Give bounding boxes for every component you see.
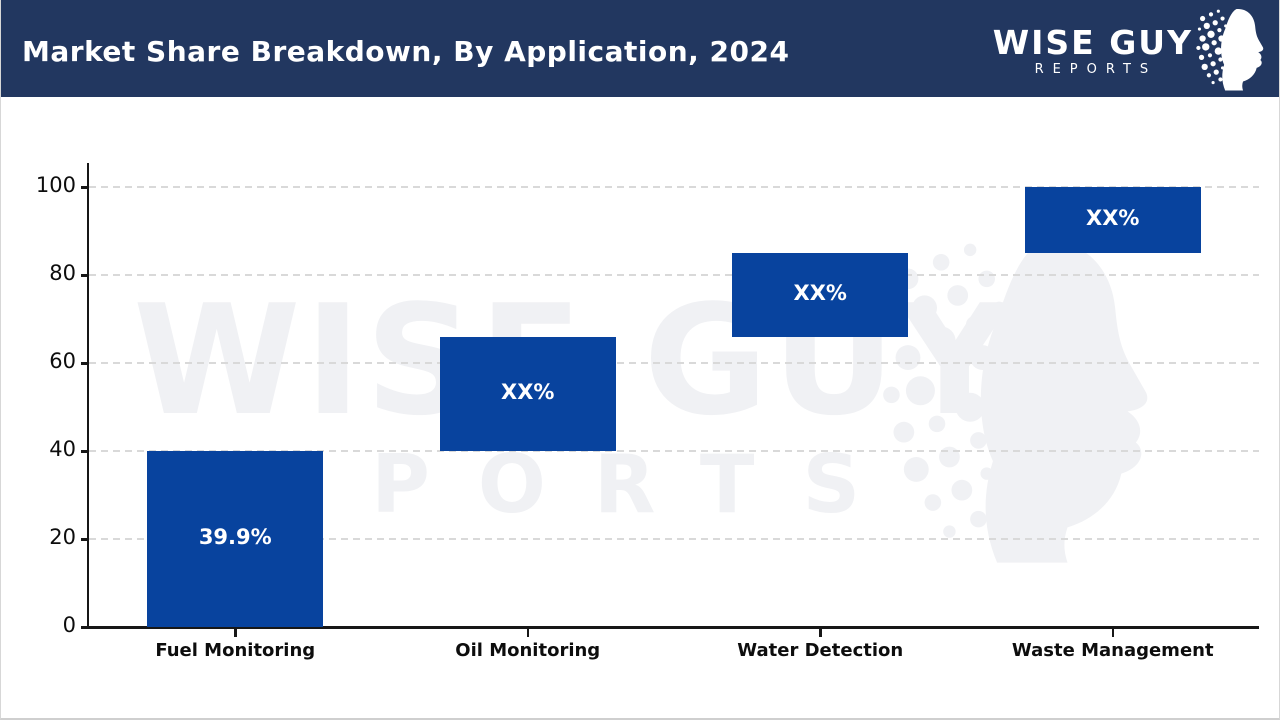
x-axis-category-label: Oil Monitoring [455, 640, 601, 661]
bar-value-label: 39.9% [198, 525, 272, 550]
logo-subtitle: REPORTS [1034, 62, 1158, 77]
page-title: Market Share Breakdown, By Application, … [22, 35, 790, 68]
gridline [89, 274, 1259, 276]
gridline [89, 186, 1259, 188]
bar-segment: XX% [439, 336, 616, 451]
y-axis-tick [81, 626, 89, 629]
wiseguy-logo: WISE GUY REPORTS [993, 7, 1279, 91]
x-axis-category-label: Waste Management [1011, 640, 1214, 661]
wiseguy-logo-text: WISE GUY REPORTS [993, 26, 1193, 77]
y-axis-tick [81, 450, 89, 453]
y-axis-tick-label: 60 [49, 349, 76, 373]
x-axis-category-label: Fuel Monitoring [155, 640, 316, 661]
bar-segment: XX% [1024, 187, 1201, 254]
y-axis-tick-label: 20 [49, 525, 76, 549]
x-axis-tick [819, 629, 822, 637]
y-axis-line [86, 163, 89, 629]
logo-wordmark: WISE GUY [992, 23, 1193, 62]
x-axis-tick [1111, 629, 1114, 637]
bar-segment: XX% [732, 253, 909, 337]
y-axis-tick-label: 40 [49, 437, 76, 461]
y-axis-tick [81, 362, 89, 365]
y-axis-tick-label: 100 [35, 173, 76, 197]
y-axis-tick [81, 538, 89, 541]
y-axis-tick [81, 274, 89, 277]
y-axis-tick-label: 0 [62, 613, 76, 637]
bar-value-label: XX% [501, 379, 555, 404]
gridline [89, 362, 1259, 364]
bar-segment: 39.9% [147, 451, 324, 627]
y-axis-tick [81, 186, 89, 189]
header-banner: Market Share Breakdown, By Application, … [1, 0, 1279, 97]
x-axis-category-label: Water Detection [737, 640, 904, 661]
bar-value-label: XX% [1086, 206, 1140, 231]
x-axis-tick [526, 629, 529, 637]
x-axis-tick [234, 629, 237, 637]
watermark-face-icon [883, 241, 1148, 563]
bar-value-label: XX% [793, 281, 847, 306]
gridline [89, 450, 1259, 452]
y-axis-tick-label: 80 [49, 261, 76, 285]
x-axis-line [86, 626, 1259, 629]
gridline [89, 538, 1259, 540]
